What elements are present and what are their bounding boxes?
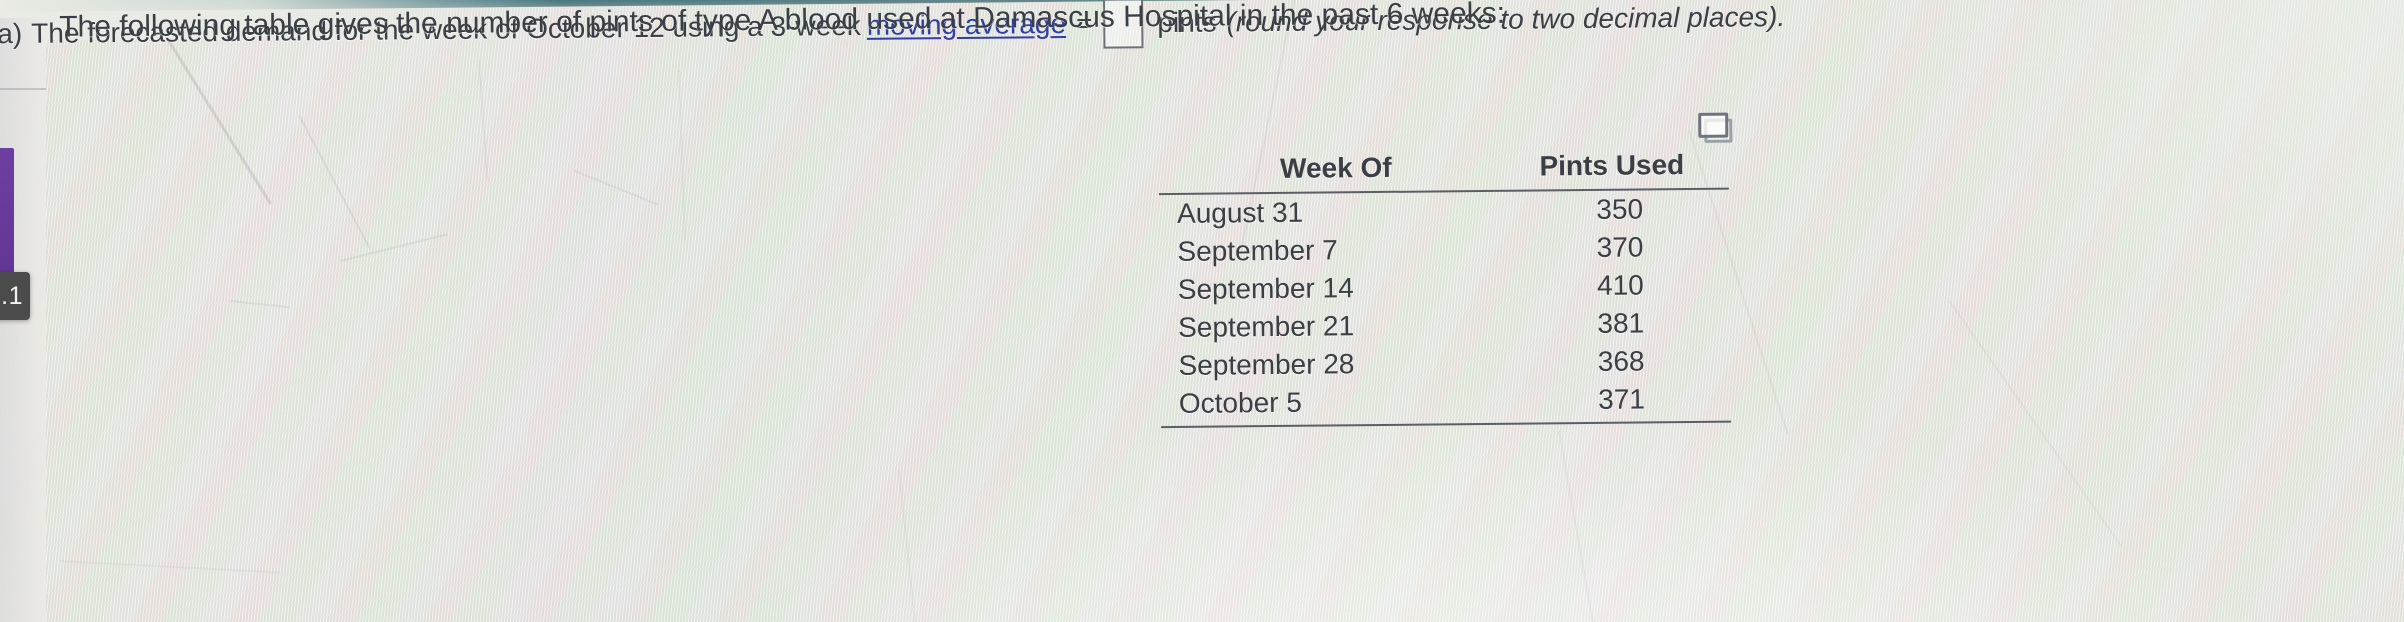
cell-pints: 350 (1596, 193, 1644, 225)
table-body: August 31 350 September 7 370 September … (1159, 189, 1732, 428)
column-header-pints-used: Pints Used (1494, 142, 1729, 191)
table-row: October 5 371 (1160, 379, 1732, 428)
table-row: August 31 350 (1159, 189, 1729, 233)
status-badge: .1 (0, 272, 30, 320)
cell-pints: 368 (1597, 345, 1645, 377)
table-row: September 7 370 (1159, 228, 1729, 271)
table-row: September 21 381 (1160, 304, 1730, 347)
cell-pints: 410 (1596, 269, 1644, 301)
table-head: Week Of Pints Used (1158, 142, 1729, 195)
cell-pints: 370 (1596, 231, 1644, 263)
table-row: September 14 410 (1160, 266, 1730, 309)
cell-week: September 7 (1177, 234, 1338, 267)
cell-pints: 371 (1497, 379, 1732, 424)
copy-icon[interactable] (1698, 112, 1733, 143)
table-header-row: Week Of Pints Used (1158, 142, 1729, 195)
blood-usage-table: Week Of Pints Used August 31 350 Septemb… (1158, 142, 1732, 428)
table-row: September 28 368 (1160, 342, 1730, 385)
cell-pints: 381 (1597, 307, 1645, 339)
column-header-week-of: Week Of (1158, 144, 1496, 195)
copy-icon-front-sheet (1698, 112, 1729, 138)
top-band-fade (0, 0, 560, 40)
cell-week: October 5 (1160, 381, 1498, 428)
status-badge-label: .1 (1, 281, 23, 310)
part-label: a) (0, 18, 23, 50)
cell-week: August 31 (1176, 196, 1304, 229)
chrome-divider (0, 88, 46, 90)
cell-week: September 21 (1178, 310, 1355, 343)
left-browser-chrome (0, 18, 46, 622)
cell-week: September 14 (1177, 272, 1354, 305)
data-table: Week Of Pints Used August 31 350 Septemb… (1158, 142, 1732, 428)
cell-week: September 28 (1178, 348, 1355, 381)
